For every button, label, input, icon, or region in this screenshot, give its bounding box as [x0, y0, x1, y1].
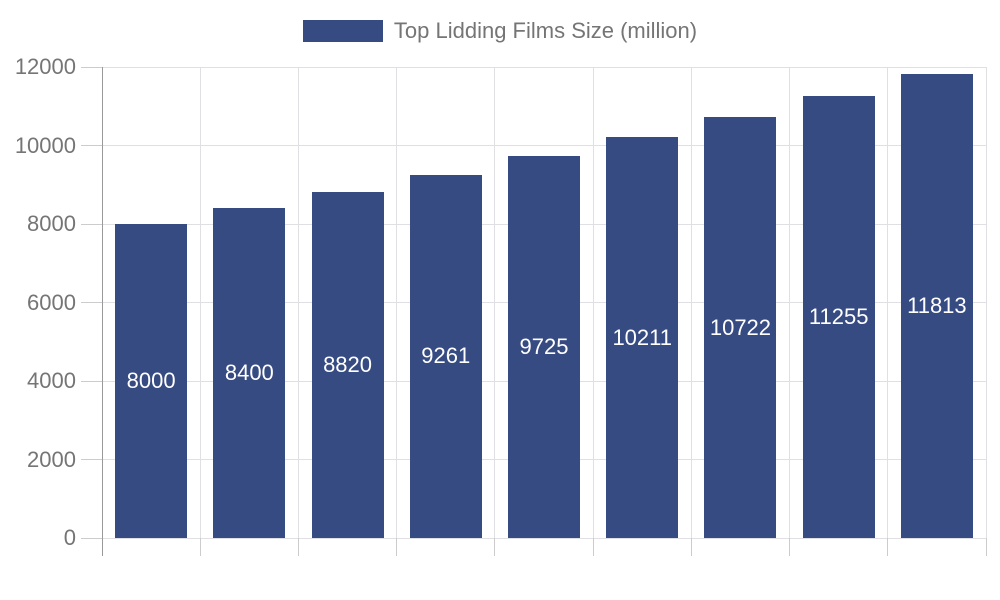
bar-2028: 9261: [409, 174, 482, 538]
y-gridline: [102, 145, 986, 146]
bar-value-label: 8400: [224, 360, 274, 386]
x-axis-tick: [789, 538, 791, 556]
y-axis-tick: [81, 537, 102, 539]
x-axis-tick: [887, 538, 889, 556]
x-gridline: [199, 67, 201, 538]
x-axis-tick: [396, 538, 398, 556]
x-axis-tick: [690, 538, 692, 556]
y-tick-label: 12000: [14, 54, 76, 79]
bar-2025: 8000: [115, 224, 188, 538]
bar-value-label: 9725: [519, 334, 569, 360]
plot-area: 0 2000 4000 6000 8000 10000 12000 8000 8400 8820 9…: [15, 54, 987, 556]
y-gridline: [102, 537, 986, 539]
y-tick-label: 4000: [27, 368, 76, 393]
y-axis-tick: [81, 302, 102, 303]
y-axis-tick: [81, 66, 102, 68]
bar-value-label: 10722: [709, 314, 772, 340]
x-gridline: [396, 67, 398, 538]
legend-swatch: [302, 20, 383, 42]
bar-2027: 8820: [311, 191, 384, 538]
x-gridline: [494, 67, 496, 538]
y-axis-tick: [81, 380, 102, 382]
y-tick-label: 10000: [14, 132, 76, 158]
x-axis-tick: [297, 538, 299, 556]
x-gridline: [789, 67, 791, 538]
x-gridline: [985, 67, 987, 538]
y-axis-tick: [81, 223, 102, 225]
bar-value-label: 10211: [612, 324, 672, 350]
y-axis-tick: [81, 459, 102, 460]
y-tick-label: 2000: [27, 446, 76, 472]
bar-value-label: 8820: [323, 351, 373, 377]
y-axis-tick: [81, 145, 102, 146]
x-gridline: [690, 67, 692, 538]
legend-label: Top Lidding Films Size (million): [393, 18, 698, 43]
y-tick-label: 6000: [27, 289, 76, 315]
y-gridline: [102, 66, 986, 68]
x-gridline: [887, 67, 889, 538]
bar-value-label: 8000: [126, 368, 176, 393]
bar-value-label: 11813: [907, 293, 967, 319]
x-axis-tick: [985, 538, 987, 556]
bar-2026: 8400: [213, 208, 286, 538]
x-gridline: [297, 67, 299, 538]
bar-2032: 11255: [802, 96, 875, 538]
x-axis-tick: [592, 538, 594, 556]
legend[interactable]: Top Lidding Films Size (million): [0, 17, 1000, 45]
x-axis-tick: [199, 538, 201, 556]
bar-value-label: 11255: [808, 304, 869, 330]
bar-2030: 10211: [606, 137, 679, 538]
y-tick-label: 0: [63, 525, 76, 550]
bar-value-label: 9261: [421, 343, 471, 369]
y-tick-label: 8000: [27, 211, 76, 236]
x-gridline: [592, 67, 594, 538]
x-axis-tick: [494, 538, 496, 556]
bar-2031: 10722: [704, 117, 777, 538]
bar-2033: 11813: [900, 74, 973, 538]
bar-2029: 9725: [508, 156, 580, 538]
y-axis-line: [102, 67, 103, 556]
